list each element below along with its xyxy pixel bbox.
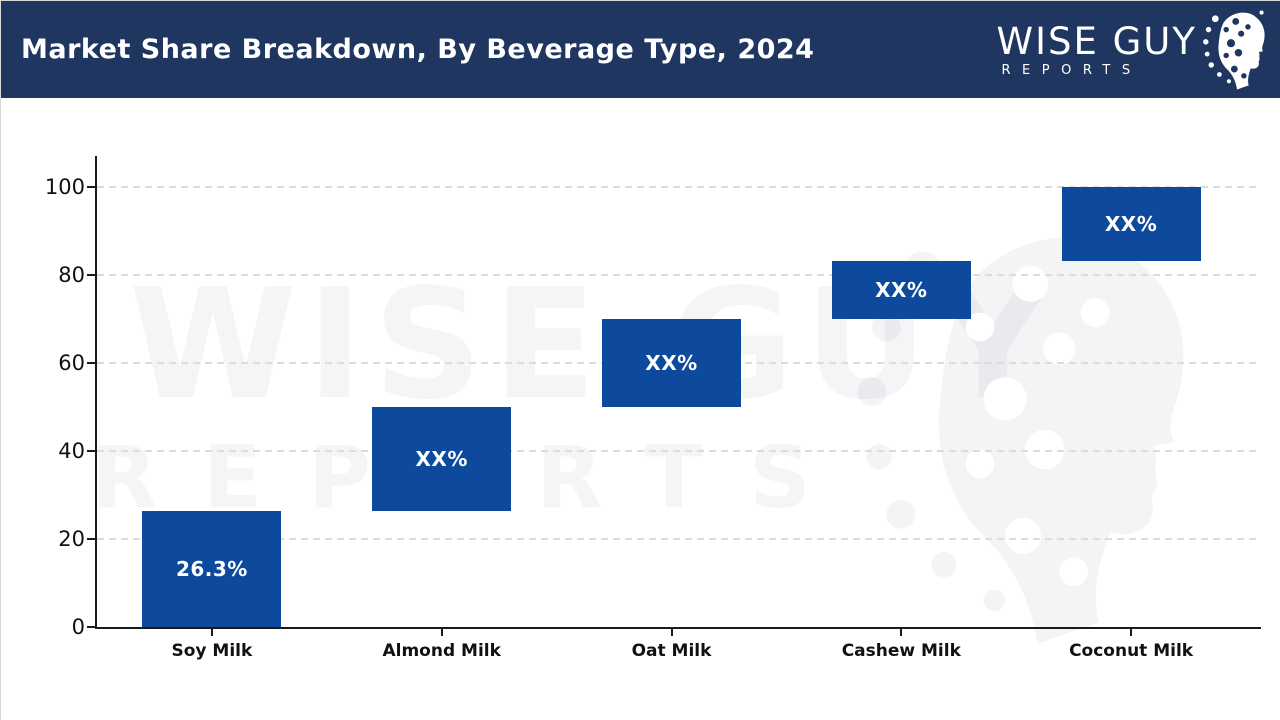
plot-area: 0 20 40 60 80 100 Soy Milk 26.3% Almond Milk XX% O… <box>1 98 1280 720</box>
logo-text: WISE GUY REPORTS <box>996 20 1197 79</box>
bar-coconut-milk: XX% <box>1061 187 1201 261</box>
y-tick-label-100: 100 <box>44 175 85 199</box>
y-tick-20 <box>87 538 95 540</box>
category-label-soy-milk: Soy Milk <box>171 641 253 661</box>
bar-value-label-cashew-milk: XX% <box>875 277 928 302</box>
page-title: Market Share Breakdown, By Beverage Type… <box>21 34 815 65</box>
gridline-20 <box>97 538 1257 540</box>
gridline-80 <box>97 274 1257 276</box>
bar-value-label-soy-milk: 26.3% <box>175 557 248 582</box>
y-tick-60 <box>87 362 95 364</box>
bar-oat-milk: XX% <box>602 319 741 407</box>
x-tick-oat-milk <box>670 629 673 636</box>
category-label-almond-milk: Almond Milk <box>382 641 501 661</box>
wise-guy-reports-logo: WISE GUY REPORTS <box>997 9 1267 91</box>
header-bar: Market Share Breakdown, By Beverage Type… <box>1 1 1280 98</box>
gridline-40 <box>97 450 1257 452</box>
y-tick-100 <box>87 186 95 188</box>
bar-value-label-oat-milk: XX% <box>645 351 698 375</box>
logo-subtitle: REPORTS <box>1001 63 1142 78</box>
y-tick-label-60: 60 <box>58 351 85 375</box>
y-tick-0 <box>87 626 95 628</box>
y-tick-label-0: 0 <box>71 615 85 639</box>
x-axis <box>95 627 1261 629</box>
wiseguy-head-icon <box>1203 10 1265 90</box>
x-tick-cashew-milk <box>900 629 903 636</box>
category-label-coconut-milk: Coconut Milk <box>1069 641 1194 661</box>
bar-value-label-coconut-milk: XX% <box>1104 211 1158 236</box>
bar-almond-milk: XX% <box>372 407 512 512</box>
x-tick-coconut-milk <box>1130 629 1133 636</box>
y-tick-40 <box>87 450 95 452</box>
y-tick-label-80: 80 <box>58 263 85 287</box>
bar-value-label-almond-milk: XX% <box>415 447 468 472</box>
bar-soy-milk: 26.3% <box>142 511 282 627</box>
gridline-100 <box>97 186 1257 188</box>
y-tick-label-40: 40 <box>58 439 85 463</box>
x-tick-almond-milk <box>440 629 443 636</box>
x-tick-soy-milk <box>210 629 213 636</box>
logo-wordmark: WISE GUY <box>996 20 1197 63</box>
y-tick-80 <box>87 274 95 276</box>
y-tick-label-20: 20 <box>58 527 85 551</box>
y-axis <box>95 156 97 629</box>
category-label-oat-milk: Oat Milk <box>631 641 712 661</box>
category-label-cashew-milk: Cashew Milk <box>841 641 961 661</box>
bar-cashew-milk: XX% <box>831 260 971 319</box>
